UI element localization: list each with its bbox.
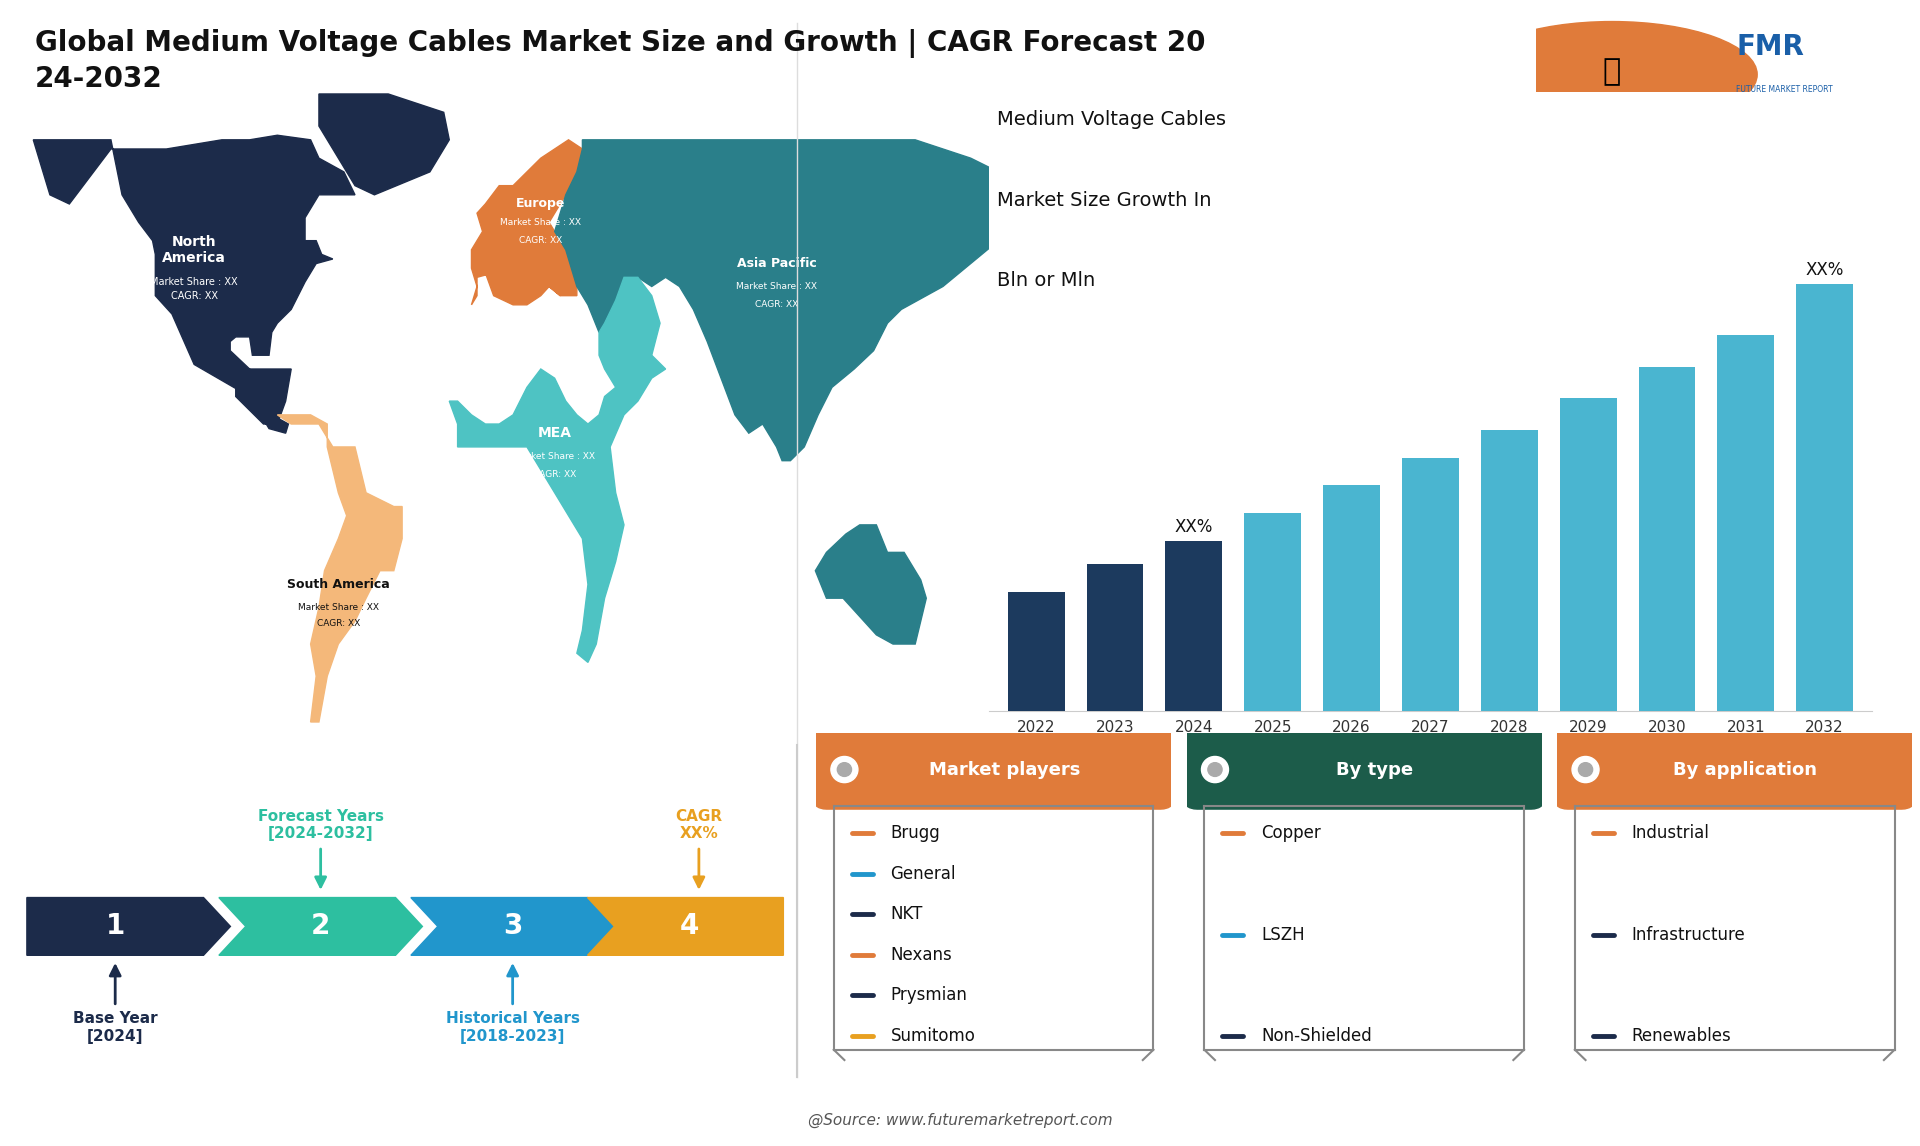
Bar	[1244, 513, 1302, 711]
Text: Industrial: Industrial	[1632, 824, 1709, 842]
Text: Forecast Years
[2024-2032]: Forecast Years [2024-2032]	[257, 809, 384, 841]
Text: XX%: XX%	[1805, 261, 1843, 278]
Text: North
America: North America	[161, 235, 227, 265]
Text: 4: 4	[680, 912, 699, 941]
Bar	[1165, 541, 1223, 711]
Text: CAGR: XX: CAGR: XX	[317, 619, 359, 628]
Text: CAGR: XX: CAGR: XX	[534, 470, 576, 479]
Bar	[1718, 335, 1774, 711]
Text: FUTURE MARKET REPORT: FUTURE MARKET REPORT	[1736, 85, 1834, 94]
Polygon shape	[411, 897, 614, 956]
FancyBboxPatch shape	[1183, 730, 1546, 809]
Bar	[1008, 592, 1064, 711]
Text: Prysmian: Prysmian	[891, 987, 968, 1004]
Bar	[1638, 367, 1695, 711]
Text: Global Medium Voltage Cables Market Size and Growth | CAGR Forecast 20: Global Medium Voltage Cables Market Size…	[35, 29, 1206, 57]
Circle shape	[831, 756, 858, 783]
Text: CAGR: XX: CAGR: XX	[518, 236, 563, 245]
Text: South America: South America	[286, 578, 390, 591]
Polygon shape	[599, 277, 660, 387]
Text: 1: 1	[106, 912, 125, 941]
Text: FMR: FMR	[1736, 33, 1805, 61]
Polygon shape	[276, 415, 401, 722]
Polygon shape	[860, 305, 881, 328]
Text: Market players: Market players	[929, 761, 1079, 778]
Text: Sumitomo: Sumitomo	[891, 1027, 975, 1045]
Text: Bln or Mln: Bln or Mln	[996, 272, 1094, 290]
Bar	[1323, 485, 1380, 711]
Polygon shape	[588, 897, 783, 956]
Text: Market Share : XX: Market Share : XX	[735, 282, 818, 291]
Text: MEA: MEA	[538, 426, 572, 440]
Text: Historical Years
[2018-2023]: Historical Years [2018-2023]	[445, 1012, 580, 1044]
Text: CAGR: XX: CAGR: XX	[171, 291, 217, 300]
Text: 🔭: 🔭	[1603, 57, 1620, 86]
Circle shape	[1202, 756, 1229, 783]
Text: CAGR
XX%: CAGR XX%	[676, 809, 722, 841]
Bar	[1480, 430, 1538, 711]
Text: @Source: www.futuremarketreport.com: @Source: www.futuremarketreport.com	[808, 1113, 1112, 1129]
Bar	[1402, 457, 1459, 711]
Circle shape	[1572, 756, 1599, 783]
Text: Nexans: Nexans	[891, 945, 952, 964]
Text: 2: 2	[311, 912, 330, 941]
Bar	[1797, 284, 1853, 711]
Bar	[1559, 399, 1617, 711]
Text: LSZH: LSZH	[1261, 926, 1306, 943]
Polygon shape	[472, 140, 582, 305]
Text: CAGR: XX: CAGR: XX	[755, 300, 799, 309]
Text: 3: 3	[503, 912, 522, 941]
Text: Base Year
[2024]: Base Year [2024]	[73, 1012, 157, 1044]
Circle shape	[1467, 22, 1757, 127]
Bar	[1087, 564, 1144, 711]
Text: Market Share : XX: Market Share : XX	[515, 452, 595, 461]
Text: Infrastructure: Infrastructure	[1632, 926, 1745, 943]
FancyBboxPatch shape	[812, 730, 1175, 809]
Text: Market Size Growth In: Market Size Growth In	[996, 190, 1212, 210]
Text: Market Share : XX: Market Share : XX	[150, 277, 238, 286]
Text: Copper: Copper	[1261, 824, 1321, 842]
Polygon shape	[449, 342, 666, 662]
FancyBboxPatch shape	[1553, 730, 1916, 809]
Polygon shape	[319, 94, 449, 195]
Text: General: General	[891, 865, 956, 882]
Polygon shape	[219, 897, 422, 956]
Text: Non-Shielded: Non-Shielded	[1261, 1027, 1373, 1045]
Text: Market Share : XX: Market Share : XX	[298, 603, 378, 612]
Circle shape	[837, 763, 852, 777]
Circle shape	[1208, 763, 1221, 777]
Circle shape	[1578, 763, 1594, 777]
Text: Europe: Europe	[516, 197, 566, 211]
Polygon shape	[33, 135, 355, 433]
Text: Medium Voltage Cables: Medium Voltage Cables	[996, 110, 1225, 129]
Text: Market Share : XX: Market Share : XX	[501, 218, 582, 227]
Text: By application: By application	[1674, 761, 1818, 778]
Polygon shape	[816, 525, 925, 644]
Text: 24-2032: 24-2032	[35, 65, 163, 93]
Text: Renewables: Renewables	[1632, 1027, 1732, 1045]
Text: Brugg: Brugg	[891, 824, 941, 842]
Text: NKT: NKT	[891, 905, 924, 924]
Text: By type: By type	[1336, 761, 1413, 778]
Text: Asia Pacific: Asia Pacific	[737, 257, 816, 270]
Polygon shape	[27, 897, 230, 956]
Polygon shape	[555, 140, 998, 461]
Text: XX%: XX%	[1175, 518, 1213, 536]
